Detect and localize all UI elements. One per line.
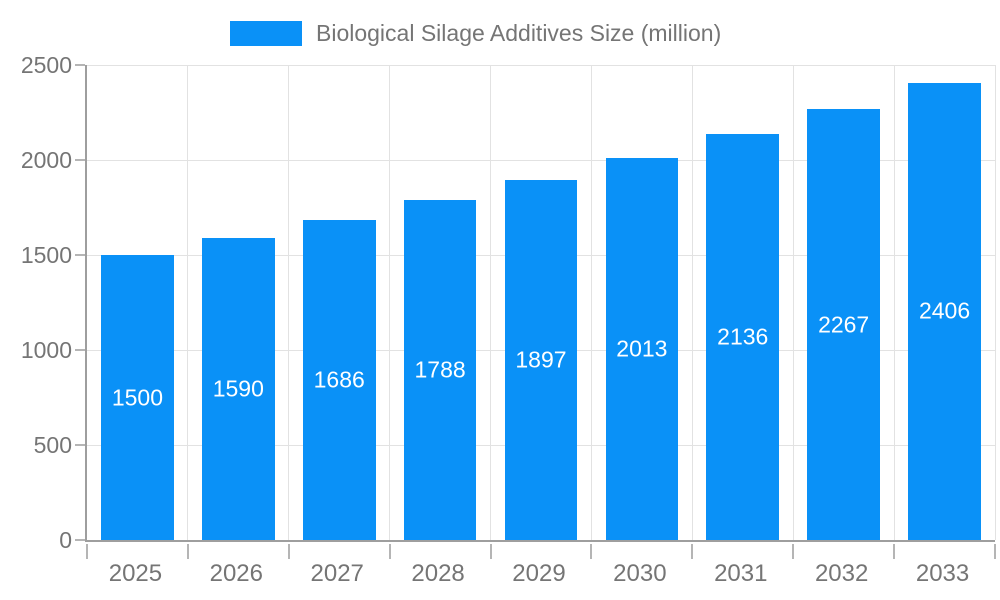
y-axis-tick: [75, 254, 85, 256]
x-tick-label: 2026: [209, 560, 263, 587]
y-axis-tick: [75, 539, 85, 541]
legend-swatch: [230, 21, 302, 46]
plot-area: 1500 1590 1686 1788 1897 2013 2136 2267 2406: [75, 64, 996, 559]
x-tick-label: 2032: [814, 560, 869, 587]
gridline-horizontal: [87, 64, 995, 66]
x-tick-label: 2033: [915, 560, 970, 587]
gridline-vertical: [792, 65, 794, 540]
bar-value-label: 1500: [111, 384, 163, 410]
x-tick-label: 2028: [411, 560, 465, 587]
gridline-vertical: [389, 65, 391, 540]
bar-2029: 1897: [504, 179, 578, 540]
x-axis-tick: [287, 544, 290, 559]
bar-2030: 2013: [605, 157, 679, 540]
bar-2026: 1590: [202, 237, 275, 540]
x-axis-tick: [994, 544, 996, 559]
bar-value-label: 2136: [717, 323, 769, 350]
gridline-vertical: [893, 65, 895, 540]
bar-2025: 1500: [101, 255, 174, 540]
legend: Biological Silage Additives Size (millio…: [230, 20, 721, 47]
x-axis-tick: [186, 544, 189, 559]
x-axis-tick: [691, 544, 694, 559]
gridline-vertical: [590, 65, 592, 540]
y-tick-label: 1500: [20, 242, 72, 268]
bar-2033: 2406: [908, 82, 981, 540]
x-tick-label: 2029: [512, 560, 566, 587]
x-axis-tick: [893, 544, 896, 559]
gridline-horizontal: [87, 159, 995, 161]
y-tick-label: 0: [59, 527, 72, 553]
bar-2027: 1686: [302, 219, 376, 540]
bar-2028: 1788: [403, 200, 477, 540]
y-axis-tick: [75, 64, 85, 66]
bar-value-label: 1686: [313, 366, 365, 393]
bar-value-label: 2406: [918, 297, 971, 324]
x-tick-label: 2030: [613, 560, 667, 587]
y-tick-label: 1000: [20, 337, 72, 363]
bar-2032: 2267: [807, 109, 880, 540]
x-axis-tick: [792, 544, 795, 559]
gridline-vertical: [691, 65, 693, 540]
x-axis-tick: [489, 544, 492, 559]
x-axis-tick: [388, 544, 391, 559]
x-axis-tick: [86, 544, 88, 559]
gridline-vertical: [288, 65, 290, 540]
x-tick-label: 2031: [714, 560, 768, 587]
x-tick-label: 2025: [108, 560, 163, 587]
bar-value-label: 1788: [414, 356, 466, 383]
y-axis-tick: [75, 349, 85, 351]
bar-value-label: 2267: [818, 311, 870, 338]
bar-value-label: 1897: [515, 346, 567, 373]
y-tick-label: 2000: [20, 147, 72, 173]
gridline-vertical: [994, 65, 996, 540]
bar-value-label: 2013: [616, 335, 668, 362]
bar-2031: 2136: [706, 134, 780, 540]
gridline-vertical: [490, 65, 492, 540]
x-tick-label: 2027: [310, 560, 364, 587]
legend-label: Biological Silage Additives Size (millio…: [316, 20, 722, 46]
y-axis-tick: [75, 159, 85, 161]
y-tick-label: 500: [33, 432, 72, 458]
gridline-vertical: [187, 65, 189, 540]
x-axis-tick: [590, 544, 593, 559]
y-tick-label: 2500: [20, 52, 72, 78]
y-axis-tick: [75, 444, 85, 446]
bar-value-label: 1590: [212, 375, 264, 402]
